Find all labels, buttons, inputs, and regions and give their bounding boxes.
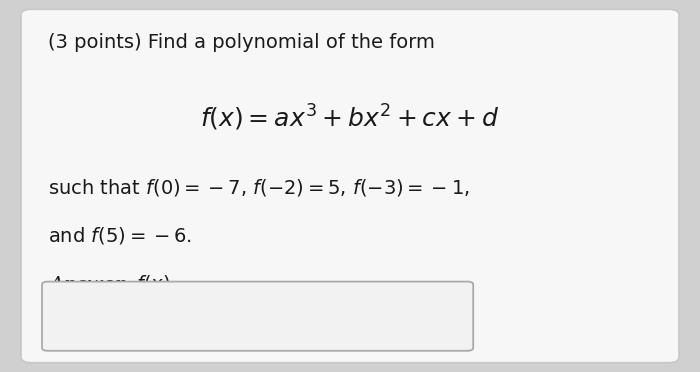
Text: (3 points) Find a polynomial of the form: (3 points) Find a polynomial of the form (48, 33, 435, 52)
FancyBboxPatch shape (42, 282, 473, 351)
Text: Answer: $f(x) =$: Answer: $f(x) =$ (48, 273, 190, 294)
FancyBboxPatch shape (21, 9, 679, 363)
Text: such that $f(0) = -7$, $f(-2) = 5$, $f(-3) = -1$,: such that $f(0) = -7$, $f(-2) = 5$, $f(-… (48, 177, 469, 198)
Text: $f(x) = ax^3 + bx^2 + cx + d$: $f(x) = ax^3 + bx^2 + cx + d$ (200, 102, 500, 132)
Text: and $f(5) = -6$.: and $f(5) = -6$. (48, 225, 191, 246)
